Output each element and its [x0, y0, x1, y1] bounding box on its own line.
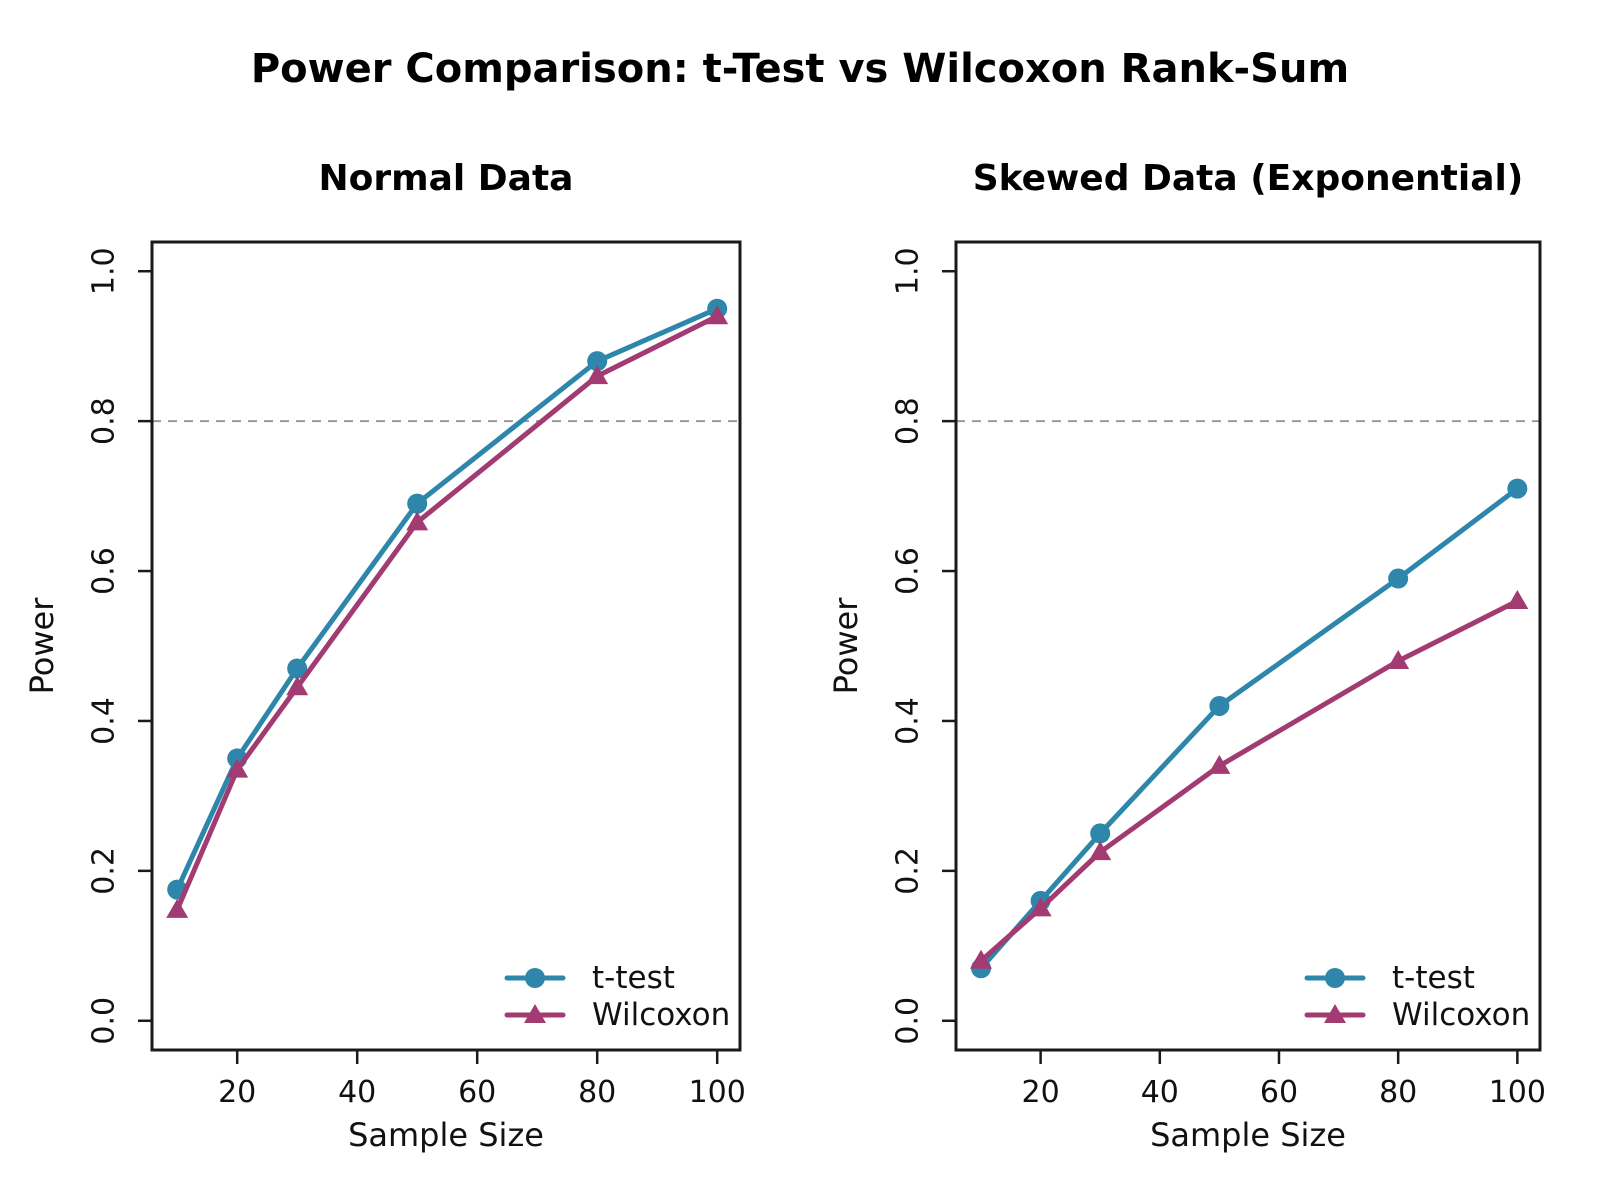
series-line-t-test	[174, 306, 720, 893]
marker-t-test	[287, 658, 308, 679]
panel-title-normal: Normal Data	[318, 158, 574, 199]
plot-frame	[150, 240, 742, 1052]
y-tick-label: 0.2	[891, 847, 926, 895]
marker-t-test	[1209, 695, 1230, 716]
series-line-Wilcoxon	[174, 313, 720, 913]
legend-label-ttest-left: t-test	[592, 960, 675, 996]
y-tick-label: 1.0	[87, 247, 122, 295]
marker-Wilcoxon	[1089, 841, 1112, 861]
y-tick-label: 0.2	[87, 847, 122, 895]
x-tick-label: 80	[578, 1075, 616, 1110]
legend-marker-t-test	[525, 968, 545, 988]
legend-marker-t-test	[1325, 968, 1345, 988]
x-tick-label: 80	[1379, 1075, 1417, 1110]
y-tick-label: 0.4	[891, 697, 926, 745]
y-axis-label-right: Power	[827, 597, 865, 695]
x-axis-label-right: Sample Size	[1150, 1116, 1346, 1154]
marker-t-test	[1507, 478, 1528, 499]
legend-marker-Wilcoxon	[1324, 1004, 1346, 1023]
x-tick-label: 20	[1022, 1075, 1060, 1110]
y-tick-label: 0.6	[891, 547, 926, 595]
x-tick-label: 40	[1141, 1075, 1179, 1110]
marker-Wilcoxon	[406, 511, 429, 531]
marker-Wilcoxon	[586, 365, 609, 385]
panel-normal-data: 20 40 60 80 100 0.0 0.2 0.4 0.6 0.8 1.0	[87, 240, 746, 1110]
marker-Wilcoxon	[706, 305, 729, 325]
x-tick-label: 60	[1260, 1075, 1298, 1110]
y-tick-label: 0.8	[87, 397, 122, 445]
figure-title: Power Comparison: t-Test vs Wilcoxon Ran…	[250, 46, 1350, 92]
legend-label-wilcoxon-left: Wilcoxon	[592, 997, 731, 1033]
marker-t-test	[1090, 823, 1111, 844]
y-tick-label: 0.6	[87, 547, 122, 595]
marker-t-test	[407, 493, 428, 514]
x-tick-label: 60	[458, 1075, 496, 1110]
marker-t-test	[587, 351, 608, 372]
y-axis-label-left: Power	[23, 597, 61, 695]
panel-skewed-data: 20 40 60 80 100 0.0 0.2 0.4 0.6 0.8 1.0	[891, 240, 1546, 1110]
marker-Wilcoxon	[1506, 590, 1529, 610]
x-tick-label: 40	[338, 1075, 376, 1110]
y-tick-label: 0.4	[87, 697, 122, 745]
legend-label-ttest-right: t-test	[1392, 960, 1475, 996]
y-tick-label: 0.0	[87, 997, 122, 1045]
x-tick-label: 100	[1489, 1075, 1546, 1110]
marker-Wilcoxon	[1029, 897, 1052, 917]
plot-frame	[954, 240, 1542, 1052]
series-line-Wilcoxon	[978, 598, 1520, 964]
y-tick-label: 0.8	[891, 397, 926, 445]
legend-marker-Wilcoxon	[524, 1004, 546, 1023]
marker-Wilcoxon	[286, 676, 309, 696]
x-tick-label: 100	[689, 1075, 746, 1110]
marker-Wilcoxon	[226, 758, 249, 778]
series-line-t-test	[978, 486, 1520, 971]
y-tick-label: 1.0	[891, 247, 926, 295]
y-tick-label: 0.0	[891, 997, 926, 1045]
marker-Wilcoxon	[970, 949, 993, 969]
marker-Wilcoxon	[1387, 649, 1410, 669]
x-tick-label: 20	[218, 1075, 256, 1110]
legend-label-wilcoxon-right: Wilcoxon	[1392, 997, 1531, 1033]
marker-Wilcoxon	[1208, 754, 1231, 774]
panel-title-skewed: Skewed Data (Exponential)	[972, 158, 1524, 199]
marker-Wilcoxon	[166, 898, 189, 918]
x-axis-label-left: Sample Size	[348, 1116, 544, 1154]
marker-t-test	[1388, 568, 1409, 589]
